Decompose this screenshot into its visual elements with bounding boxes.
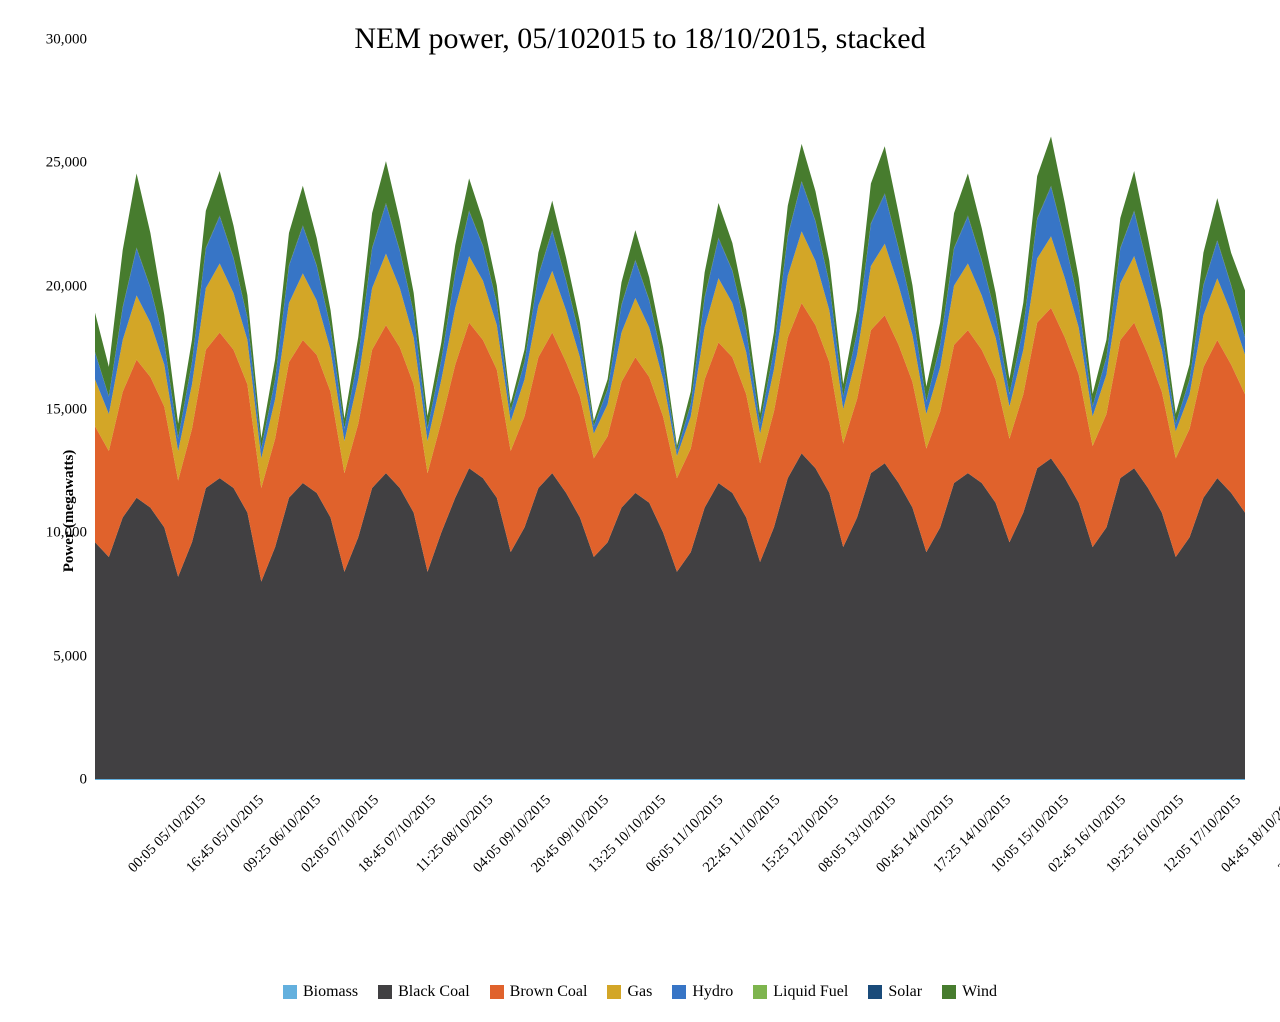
legend-label: Liquid Fuel — [773, 983, 848, 1001]
legend-item-biomass: Biomass — [283, 983, 358, 1001]
legend-item-brown-coal: Brown Coal — [490, 983, 588, 1001]
legend-item-gas: Gas — [607, 983, 652, 1001]
y-axis-label: Power (megawatts) — [61, 450, 78, 573]
y-tick-label: 0 — [80, 772, 88, 789]
legend-swatch-icon — [868, 985, 882, 999]
y-tick-label: 20,000 — [46, 278, 87, 295]
legend-label: Hydro — [692, 983, 733, 1001]
stacked-area-svg — [95, 40, 1245, 780]
legend-item-hydro: Hydro — [672, 983, 733, 1001]
legend-label: Gas — [627, 983, 652, 1001]
legend-label: Biomass — [303, 983, 358, 1001]
y-tick-label: 10,000 — [46, 525, 87, 542]
legend-swatch-icon — [942, 985, 956, 999]
y-tick-label: 30,000 — [46, 32, 87, 49]
legend-swatch-icon — [378, 985, 392, 999]
legend-swatch-icon — [753, 985, 767, 999]
legend-label: Brown Coal — [510, 983, 588, 1001]
y-tick-label: 5,000 — [53, 648, 87, 665]
legend-label: Solar — [888, 983, 922, 1001]
legend-swatch-icon — [672, 985, 686, 999]
legend-label: Wind — [962, 983, 997, 1001]
legend-item-black-coal: Black Coal — [378, 983, 470, 1001]
legend-item-liquid-fuel: Liquid Fuel — [753, 983, 848, 1001]
legend-swatch-icon — [283, 985, 297, 999]
y-tick-label: 25,000 — [46, 155, 87, 172]
legend-item-wind: Wind — [942, 983, 997, 1001]
x-axis-ticks: 00:05 05/10/201516:45 05/10/201509:25 06… — [95, 788, 1245, 948]
legend-swatch-icon — [607, 985, 621, 999]
area-biomass — [95, 779, 1245, 780]
plot-area: 05,00010,00015,00020,00025,00030,000 — [95, 40, 1245, 780]
legend-label: Black Coal — [398, 983, 470, 1001]
stacked-area-chart: { "chart": { "type": "stacked-area", "ti… — [0, 0, 1280, 1022]
legend-item-solar: Solar — [868, 983, 922, 1001]
y-tick-label: 15,000 — [46, 402, 87, 419]
chart-legend: Biomass Black Coal Brown Coal Gas Hydro Liqui… — [0, 983, 1280, 1004]
legend-swatch-icon — [490, 985, 504, 999]
